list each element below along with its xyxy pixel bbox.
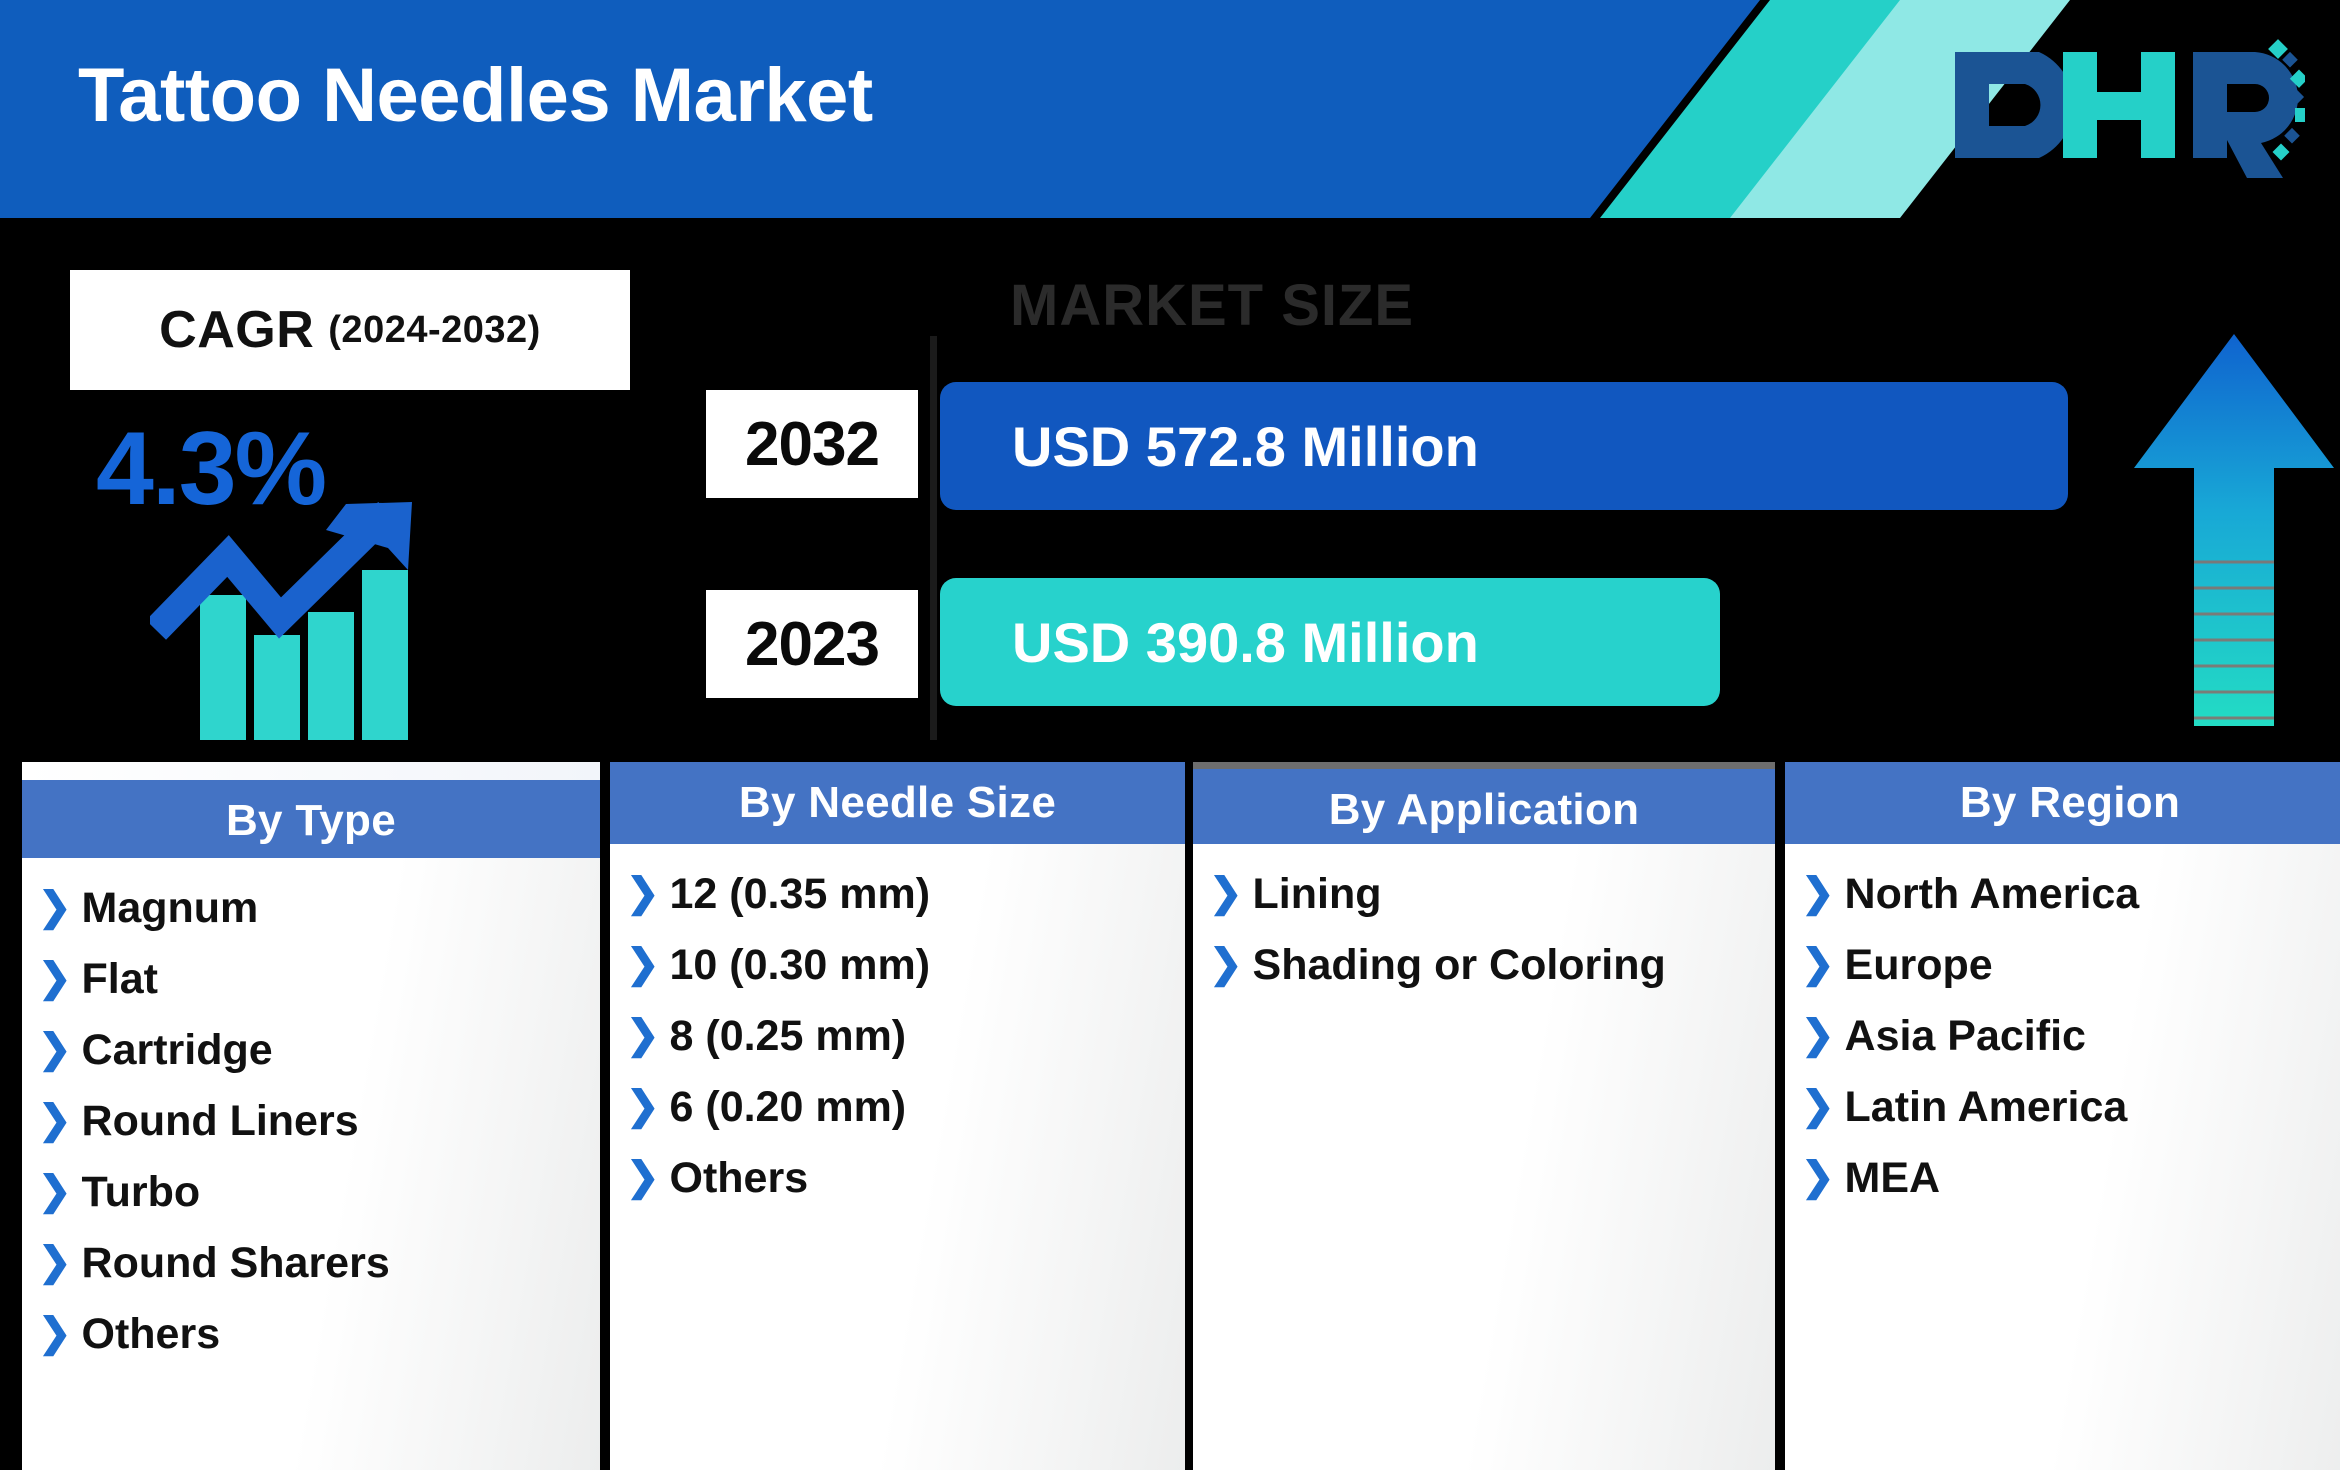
chevron-right-icon: ❯ [1801, 1013, 1835, 1057]
chevron-right-icon: ❯ [38, 1098, 72, 1142]
segment-column-by-application: By Application ❯ Lining ❯ Shading or Color… [1193, 762, 1775, 1470]
segment-list-by-application: ❯ Lining ❯ Shading or Coloring [1193, 844, 1775, 1470]
segment-heading-by-application: By Application [1193, 762, 1775, 851]
market-size-title: MARKET SIZE [1010, 273, 1415, 338]
chevron-right-icon: ❯ [38, 1169, 72, 1213]
segment-list-by-type: ❯ Magnum ❯ Flat ❯ Cartridge ❯ Round Liners ❯… [22, 858, 600, 1470]
cagr-label-box: CAGR (2024-2032) [70, 270, 630, 390]
chevron-right-icon: ❯ [626, 1155, 660, 1199]
header-blue-band [0, 0, 1760, 218]
cagr-label: CAGR [159, 301, 315, 359]
segment-list-by-needle-size: ❯ 12 (0.35 mm) ❯ 10 (0.30 mm) ❯ 8 (0.25 mm)… [610, 844, 1185, 1470]
list-item[interactable]: ❯ Lining [1209, 870, 1382, 918]
list-item[interactable]: ❯ Magnum [38, 884, 259, 932]
list-item[interactable]: ❯ MEA [1801, 1154, 1941, 1202]
chevron-right-icon: ❯ [626, 942, 660, 986]
list-item[interactable]: ❯ Round Liners [38, 1097, 359, 1145]
segment-column-by-type: By Type ❯ Magnum ❯ Flat ❯ Cartridge ❯ Round … [22, 762, 600, 1470]
chevron-right-icon: ❯ [38, 1027, 72, 1071]
chevron-right-icon: ❯ [626, 1013, 660, 1057]
list-item[interactable]: ❯ Others [38, 1310, 221, 1358]
chevron-right-icon: ❯ [38, 1311, 72, 1355]
column-top-strip [22, 762, 600, 780]
list-item[interactable]: ❯ Cartridge [38, 1026, 273, 1074]
market-size-value-2023: USD 390.8 Million [1012, 610, 1479, 674]
list-item[interactable]: ❯ Round Sharers [38, 1239, 390, 1287]
list-item[interactable]: ❯ Latin America [1801, 1083, 2128, 1131]
chevron-right-icon: ❯ [626, 871, 660, 915]
chevron-right-icon: ❯ [1209, 942, 1243, 986]
list-item[interactable]: ❯ Europe [1801, 941, 1993, 989]
list-item[interactable]: ❯ 6 (0.20 mm) [626, 1083, 907, 1131]
market-size-value-2032: USD 572.8 Million [1012, 414, 1479, 478]
market-size-year-2032: 2032 [706, 390, 918, 498]
page-title: Tattoo Needles Market [78, 53, 873, 138]
list-item[interactable]: ❯ North America [1801, 870, 2140, 918]
chevron-right-icon: ❯ [38, 956, 72, 1000]
segment-heading-by-type: By Type [22, 780, 600, 862]
list-item[interactable]: ❯ Asia Pacific [1801, 1012, 2086, 1060]
chevron-right-icon: ❯ [626, 1084, 660, 1128]
dhr-logo [1955, 30, 2305, 180]
chevron-right-icon: ❯ [1801, 1084, 1835, 1128]
list-item[interactable]: ❯ 10 (0.30 mm) [626, 941, 931, 989]
growth-bar-chart-arrow-icon [145, 500, 510, 740]
segment-heading-by-needle-size: By Needle Size [610, 762, 1185, 844]
list-item[interactable]: ❯ Flat [38, 955, 158, 1003]
market-size-bar-2032: USD 572.8 Million [940, 382, 2068, 510]
market-size-bar-2023: USD 390.8 Million [940, 578, 1720, 706]
chevron-right-icon: ❯ [1801, 942, 1835, 986]
chevron-right-icon: ❯ [1209, 871, 1243, 915]
market-size-axis-line [930, 336, 937, 740]
chevron-right-icon: ❯ [38, 1240, 72, 1284]
segment-column-by-region: By Region ❯ North America ❯ Europe ❯ Asia P… [1785, 762, 2340, 1470]
chevron-right-icon: ❯ [1801, 1155, 1835, 1199]
segment-column-by-needle-size: By Needle Size ❯ 12 (0.35 mm) ❯ 10 (0.30 m… [610, 762, 1185, 1470]
page-header: Tattoo Needles Market [0, 0, 2340, 218]
market-size-year-2023: 2023 [706, 590, 918, 698]
segment-heading-by-region: By Region [1785, 762, 2340, 844]
chevron-right-icon: ❯ [38, 885, 72, 929]
list-item[interactable]: ❯ Shading or Coloring [1209, 941, 1666, 989]
cagr-period: (2024-2032) [328, 308, 541, 351]
segment-list-by-region: ❯ North America ❯ Europe ❯ Asia Pacific ❯ La… [1785, 844, 2340, 1470]
chevron-right-icon: ❯ [1801, 871, 1835, 915]
list-item[interactable]: ❯ 8 (0.25 mm) [626, 1012, 907, 1060]
list-item[interactable]: ❯ Others [626, 1154, 809, 1202]
list-item[interactable]: ❯ Turbo [38, 1168, 201, 1216]
list-item[interactable]: ❯ 12 (0.35 mm) [626, 870, 931, 918]
upward-growth-arrow-icon [2128, 330, 2340, 730]
segmentation-columns: By Type ❯ Magnum ❯ Flat ❯ Cartridge ❯ Round … [0, 762, 2340, 1470]
cagr-value: 4.3% [96, 411, 327, 527]
